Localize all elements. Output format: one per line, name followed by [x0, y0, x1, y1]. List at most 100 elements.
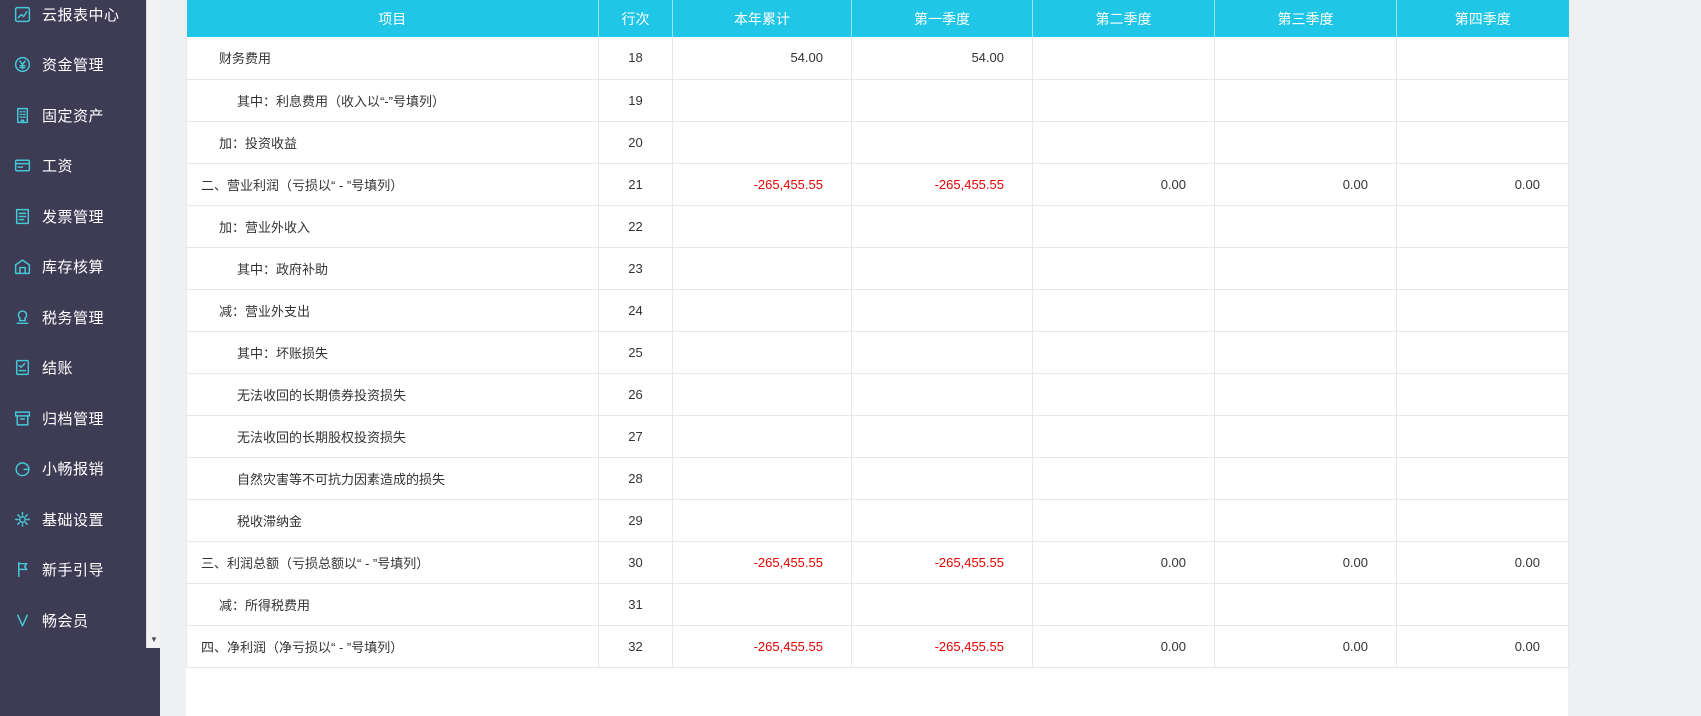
cell-line-no: 31 [598, 582, 673, 626]
cell-value [1396, 414, 1569, 458]
cell-value [1032, 414, 1215, 458]
sidebar-item-settings[interactable]: 基础设置 [12, 494, 160, 545]
cell-item: 其中：政府补助 [186, 246, 599, 290]
cell-value: -265,455.55 [672, 540, 852, 584]
cell-item: 加：营业外收入 [186, 204, 599, 248]
archive-icon [12, 408, 32, 428]
cell-item: 四、净利润（净亏损以“ - ”号填列） [186, 624, 599, 668]
cell-line-no: 18 [598, 37, 673, 80]
cell-value [851, 78, 1033, 122]
cell-line-no: 25 [598, 330, 673, 374]
cell-value [1396, 288, 1569, 332]
col-header-line-no: 行次 [598, 0, 673, 37]
cell-value [851, 582, 1033, 626]
cell-value [851, 330, 1033, 374]
table-row: 无法收回的长期股权投资损失 27 [186, 414, 1569, 458]
sidebar-item-archive[interactable]: 归档管理 [12, 393, 160, 444]
sidebar-item-reimburse[interactable]: 小畅报销 [12, 444, 160, 495]
sidebar-item-tax[interactable]: 税务管理 [12, 292, 160, 343]
income-statement-table: 项目 行次 本年累计 第一季度 第二季度 第三季度 第四季度 财务费用 18 54.… [186, 0, 1569, 668]
sidebar-item-label: 新手引导 [42, 562, 105, 580]
main-content: 项目 行次 本年累计 第一季度 第二季度 第三季度 第四季度 财务费用 18 54.… [160, 0, 1701, 716]
sidebar-item-label: 资金管理 [42, 57, 105, 75]
cell-line-no: 30 [598, 540, 673, 584]
cell-value [672, 204, 852, 248]
sidebar-item-invoice[interactable]: 发票管理 [12, 191, 160, 242]
cell-value: -265,455.55 [672, 162, 852, 206]
cell-value [1032, 78, 1215, 122]
cell-line-no: 24 [598, 288, 673, 332]
fixed-assets-icon [12, 105, 32, 125]
invoice-icon [12, 206, 32, 226]
cell-item: 无法收回的长期股权投资损失 [186, 414, 599, 458]
cell-value [1032, 246, 1215, 290]
sidebar-item-label: 税务管理 [42, 309, 105, 327]
cell-value: -265,455.55 [851, 540, 1033, 584]
cell-line-no: 27 [598, 414, 673, 458]
sidebar-item-closing[interactable]: 结账 [12, 343, 160, 394]
cell-value [672, 414, 852, 458]
cell-value: 0.00 [1032, 624, 1215, 668]
cell-value [672, 288, 852, 332]
cell-item: 减：所得税费用 [186, 582, 599, 626]
sidebar-item-label: 固定资产 [42, 107, 105, 125]
sidebar-item-guide[interactable]: 新手引导 [12, 545, 160, 596]
cell-value [1214, 372, 1397, 416]
sidebar-item-cloud-report[interactable]: 云报表中心 [12, 0, 160, 40]
sidebar-nav: 云报表中心资金管理固定资产工资发票管理库存核算税务管理结账归档管理小畅报销基础设… [0, 0, 160, 646]
guide-icon [12, 560, 32, 580]
cell-value: -265,455.55 [851, 162, 1033, 206]
cell-value [1396, 456, 1569, 500]
sidebar-item-member[interactable]: 畅会员 [12, 595, 160, 646]
cell-value [851, 414, 1033, 458]
sidebar-item-label: 归档管理 [42, 410, 105, 428]
table-row: 三、利润总额（亏损总额以“ - ”号填列） 30 -265,455.55 -265,4… [186, 540, 1569, 584]
cell-value [1032, 372, 1215, 416]
cell-value [1396, 246, 1569, 290]
cell-value [1032, 498, 1215, 542]
sidebar-scrollbar[interactable]: ▼ [146, 0, 160, 648]
sidebar-item-label: 小畅报销 [42, 461, 105, 479]
table-row: 财务费用 18 54.00 54.00 [186, 37, 1569, 80]
cell-line-no: 28 [598, 456, 673, 500]
cell-item: 自然灾害等不可抗力因素造成的损失 [186, 456, 599, 500]
closing-icon [12, 358, 32, 378]
cell-value [1214, 582, 1397, 626]
cell-item: 其中：坏账损失 [186, 330, 599, 374]
sidebar-item-label: 云报表中心 [42, 6, 120, 24]
cell-value [1214, 414, 1397, 458]
cell-value: 0.00 [1032, 540, 1215, 584]
table-row: 四、净利润（净亏损以“ - ”号填列） 32 -265,455.55 -265,455… [186, 624, 1569, 668]
sidebar-item-funds[interactable]: 资金管理 [12, 40, 160, 91]
reimburse-icon [12, 459, 32, 479]
cell-value: 0.00 [1396, 624, 1569, 668]
sidebar-item-fixed-assets[interactable]: 固定资产 [12, 90, 160, 141]
cell-value [1214, 78, 1397, 122]
funds-icon [12, 55, 32, 75]
salary-icon [12, 156, 32, 176]
cell-value [1032, 288, 1215, 332]
cell-value [1032, 120, 1215, 164]
cell-value [1214, 288, 1397, 332]
sidebar-item-label: 发票管理 [42, 208, 105, 226]
sidebar-item-salary[interactable]: 工资 [12, 141, 160, 192]
sidebar-item-label: 库存核算 [42, 259, 105, 277]
table-row: 加：营业外收入 22 [186, 204, 1569, 248]
cell-line-no: 19 [598, 78, 673, 122]
cell-value [851, 456, 1033, 500]
scroll-down-button[interactable]: ▼ [147, 630, 160, 648]
cell-value [1396, 37, 1569, 80]
col-header-q2: 第二季度 [1032, 0, 1215, 37]
sidebar-item-inventory[interactable]: 库存核算 [12, 242, 160, 293]
cell-value [1396, 120, 1569, 164]
cell-item: 其中：利息费用（收入以“-”号填列） [186, 78, 599, 122]
cell-line-no: 21 [598, 162, 673, 206]
cell-value: 0.00 [1396, 162, 1569, 206]
table-row: 税收滞纳金 29 [186, 498, 1569, 542]
settings-icon [12, 509, 32, 529]
cell-value [1214, 330, 1397, 374]
cell-value [851, 120, 1033, 164]
sidebar: 云报表中心资金管理固定资产工资发票管理库存核算税务管理结账归档管理小畅报销基础设… [0, 0, 160, 716]
cell-value [851, 288, 1033, 332]
